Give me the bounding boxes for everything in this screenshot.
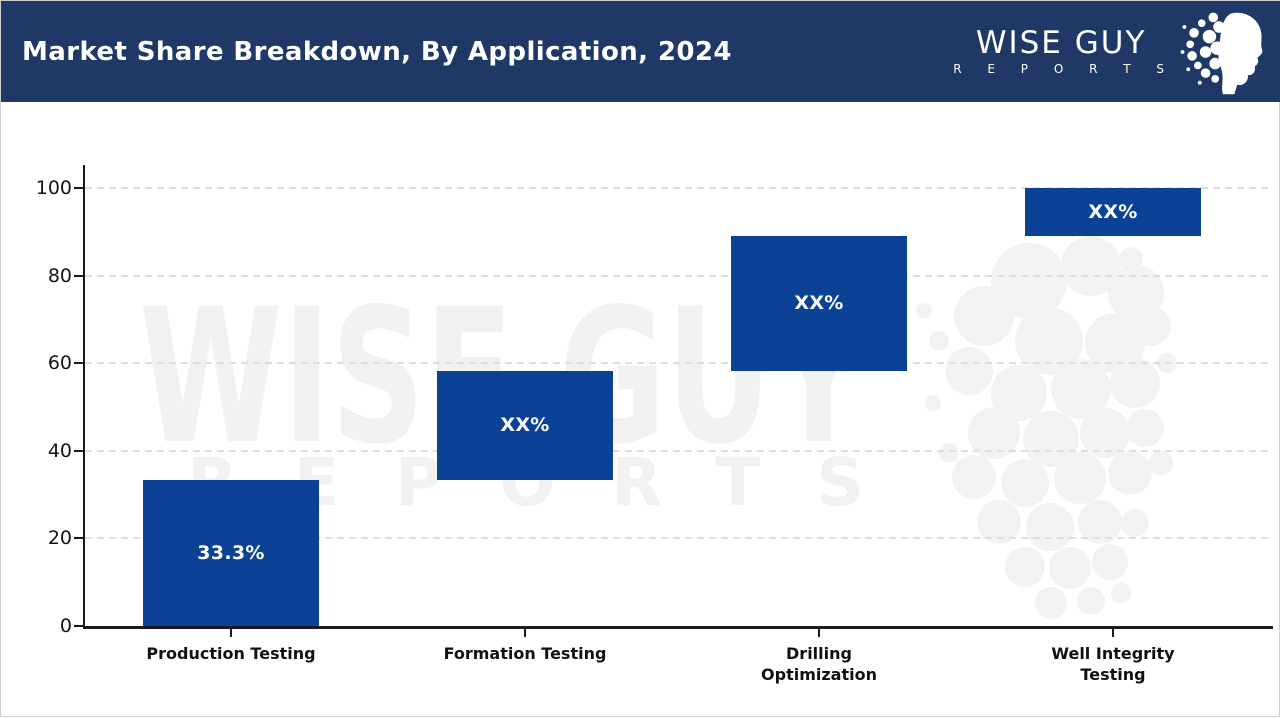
y-tick-label-80: 80 bbox=[47, 264, 72, 287]
brand-head-icon bbox=[1180, 12, 1263, 94]
gridline-y40 bbox=[85, 449, 1273, 452]
chart-title: Market Share Breakdown, By Application, … bbox=[22, 36, 732, 67]
bar-value-label: 33.3% bbox=[197, 542, 265, 565]
y-tick-mark-80 bbox=[74, 274, 83, 277]
y-tick-label-100: 100 bbox=[35, 177, 72, 199]
bar-3: XX% bbox=[731, 236, 907, 371]
y-tick-label-20: 20 bbox=[47, 527, 72, 550]
y-tick-label-0: 0 bbox=[59, 615, 72, 637]
brand-logo-text: WISE GUY R E P O R T S bbox=[947, 27, 1175, 77]
brand-subname: R E P O R T S bbox=[953, 62, 1175, 77]
y-tick-mark-0 bbox=[74, 625, 83, 627]
plot-area: 0 20 40 60 80 100 33.3% XX% XX% XX% Production T… bbox=[36, 165, 1273, 684]
gridline-y60 bbox=[85, 362, 1273, 365]
y-axis-spine bbox=[83, 165, 85, 629]
x-tick-mark-2 bbox=[524, 629, 526, 637]
y-tick-mark-20 bbox=[74, 537, 83, 540]
gridline-y20 bbox=[85, 537, 1273, 540]
y-tick-label-60: 60 bbox=[47, 352, 72, 375]
y-tick-mark-100 bbox=[74, 187, 83, 189]
brand-logo: WISE GUY R E P O R T S bbox=[947, 1, 1267, 102]
bar-value-label: XX% bbox=[794, 292, 844, 315]
gridline-y80 bbox=[85, 274, 1273, 277]
y-tick-mark-60 bbox=[74, 362, 83, 365]
header-bar: Market Share Breakdown, By Application, … bbox=[1, 1, 1280, 102]
y-tick-label-40: 40 bbox=[47, 439, 72, 462]
x-tick-label-2: Formation Testing bbox=[443, 644, 607, 663]
x-tick-label-4: Well Integrity Testing bbox=[1051, 644, 1175, 685]
x-tick-mark-1 bbox=[230, 629, 232, 637]
gridline-y100 bbox=[85, 187, 1273, 189]
x-tick-mark-4 bbox=[1112, 629, 1114, 637]
y-tick-mark-40 bbox=[74, 449, 83, 452]
x-axis-spine bbox=[83, 626, 1273, 629]
bar-2: XX% bbox=[437, 370, 613, 481]
x-tick-label-1: Production Testing bbox=[146, 644, 316, 663]
bar-value-label: XX% bbox=[1088, 201, 1138, 224]
bar-4: XX% bbox=[1025, 188, 1201, 237]
x-tick-label-3: Drilling Optimization bbox=[761, 644, 877, 685]
bar-value-label: XX% bbox=[500, 414, 550, 437]
bar-1: 33.3% bbox=[143, 480, 319, 626]
brand-name: WISE GUY bbox=[975, 24, 1147, 61]
x-tick-mark-3 bbox=[818, 629, 820, 637]
